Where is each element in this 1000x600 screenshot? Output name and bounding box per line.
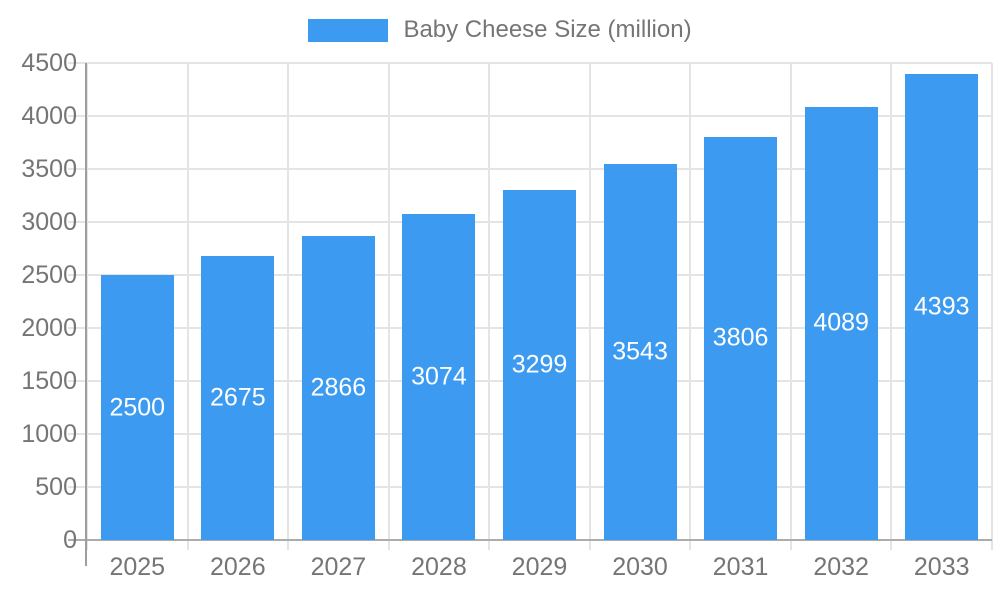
x-axis-line (68, 539, 992, 541)
x-gridline (588, 63, 591, 550)
x-gridline (789, 63, 792, 550)
y-axis-tick-label: 4000 (21, 102, 77, 130)
bar-2027[interactable]: 2866 (301, 236, 375, 540)
x-axis-tick-label: 2031 (712, 553, 769, 581)
x-gridline (488, 63, 491, 550)
bar-value-label: 3806 (712, 323, 769, 352)
bar-2029[interactable]: 3299 (503, 190, 576, 540)
bar-2028[interactable]: 3074 (402, 214, 476, 540)
y-axis-tick-label: 4500 (21, 49, 77, 77)
bar-value-label: 3299 (511, 350, 568, 379)
x-axis-tick-label: 2027 (310, 553, 367, 581)
y-gridline (68, 62, 992, 64)
y-axis-tick-label: 0 (63, 526, 77, 554)
x-gridline (287, 63, 290, 550)
x-gridline (890, 63, 893, 550)
x-axis-tick-label: 2025 (109, 553, 166, 581)
y-axis-tick-label: 1500 (21, 367, 77, 395)
y-gridline (68, 168, 992, 170)
x-gridline (991, 63, 993, 550)
legend-label: Baby Cheese Size (million) (403, 16, 692, 43)
legend[interactable]: Baby Cheese Size (million) (0, 16, 1000, 44)
bar-value-label: 2500 (109, 393, 166, 421)
bar-value-label: 4393 (913, 292, 970, 321)
bar-value-label: 3074 (411, 362, 467, 391)
y-axis-tick-label: 3500 (21, 155, 77, 183)
bar-2026[interactable]: 2675 (201, 256, 275, 540)
y-axis-tick-label: 2500 (21, 261, 77, 289)
y-axis-tick-label: 3000 (21, 208, 77, 236)
y-axis-tick-label: 1000 (21, 420, 77, 448)
y-axis-tick-label: 500 (35, 473, 77, 501)
bar-value-label: 2866 (310, 373, 367, 402)
x-gridline (689, 63, 692, 550)
x-axis-tick-label: 2028 (411, 553, 467, 581)
bar-value-label: 4089 (813, 308, 869, 337)
bar-2025[interactable]: 2500 (100, 275, 174, 540)
bar-2033[interactable]: 4393 (905, 74, 979, 540)
x-axis-tick-label: 2030 (612, 553, 668, 581)
bar-value-label: 3543 (612, 337, 668, 366)
bar-2031[interactable]: 3806 (704, 136, 778, 540)
x-axis-tick-label: 2033 (913, 553, 970, 581)
x-gridline (86, 63, 88, 550)
x-gridline (387, 63, 390, 550)
y-axis-line (85, 63, 87, 566)
x-axis-tick-label: 2029 (511, 553, 568, 581)
x-gridline (186, 63, 189, 550)
plot-area: 2500 2675 2866 3074 3299 3543 3806 4089 4393 (68, 62, 993, 566)
bar-2030[interactable]: 3543 (603, 164, 677, 540)
bar-2032[interactable]: 4089 (804, 106, 878, 540)
legend-swatch (308, 18, 389, 42)
x-axis-tick-label: 2032 (813, 553, 869, 581)
y-axis-tick-label: 2000 (21, 314, 77, 342)
bar-value-label: 2675 (210, 383, 266, 412)
x-axis-tick-label: 2026 (210, 553, 266, 581)
y-gridline (68, 115, 992, 117)
